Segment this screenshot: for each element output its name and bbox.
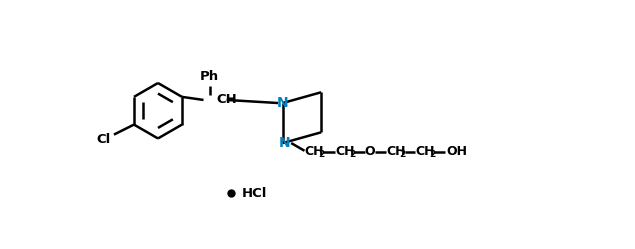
Text: HCl: HCl [242,187,267,200]
Text: CH: CH [335,145,355,158]
Text: CH: CH [305,145,324,158]
Text: OH: OH [446,145,467,158]
Text: O: O [364,145,375,158]
Text: 2: 2 [429,150,435,159]
Text: Ph: Ph [200,70,219,83]
Text: CH: CH [415,145,435,158]
Text: 2: 2 [318,150,324,159]
Text: 2: 2 [349,150,355,159]
Text: Cl: Cl [96,133,110,146]
Text: CH: CH [217,93,237,107]
Text: 2: 2 [399,150,406,159]
Text: CH: CH [386,145,406,158]
Text: N: N [278,136,290,150]
Text: N: N [277,96,288,110]
